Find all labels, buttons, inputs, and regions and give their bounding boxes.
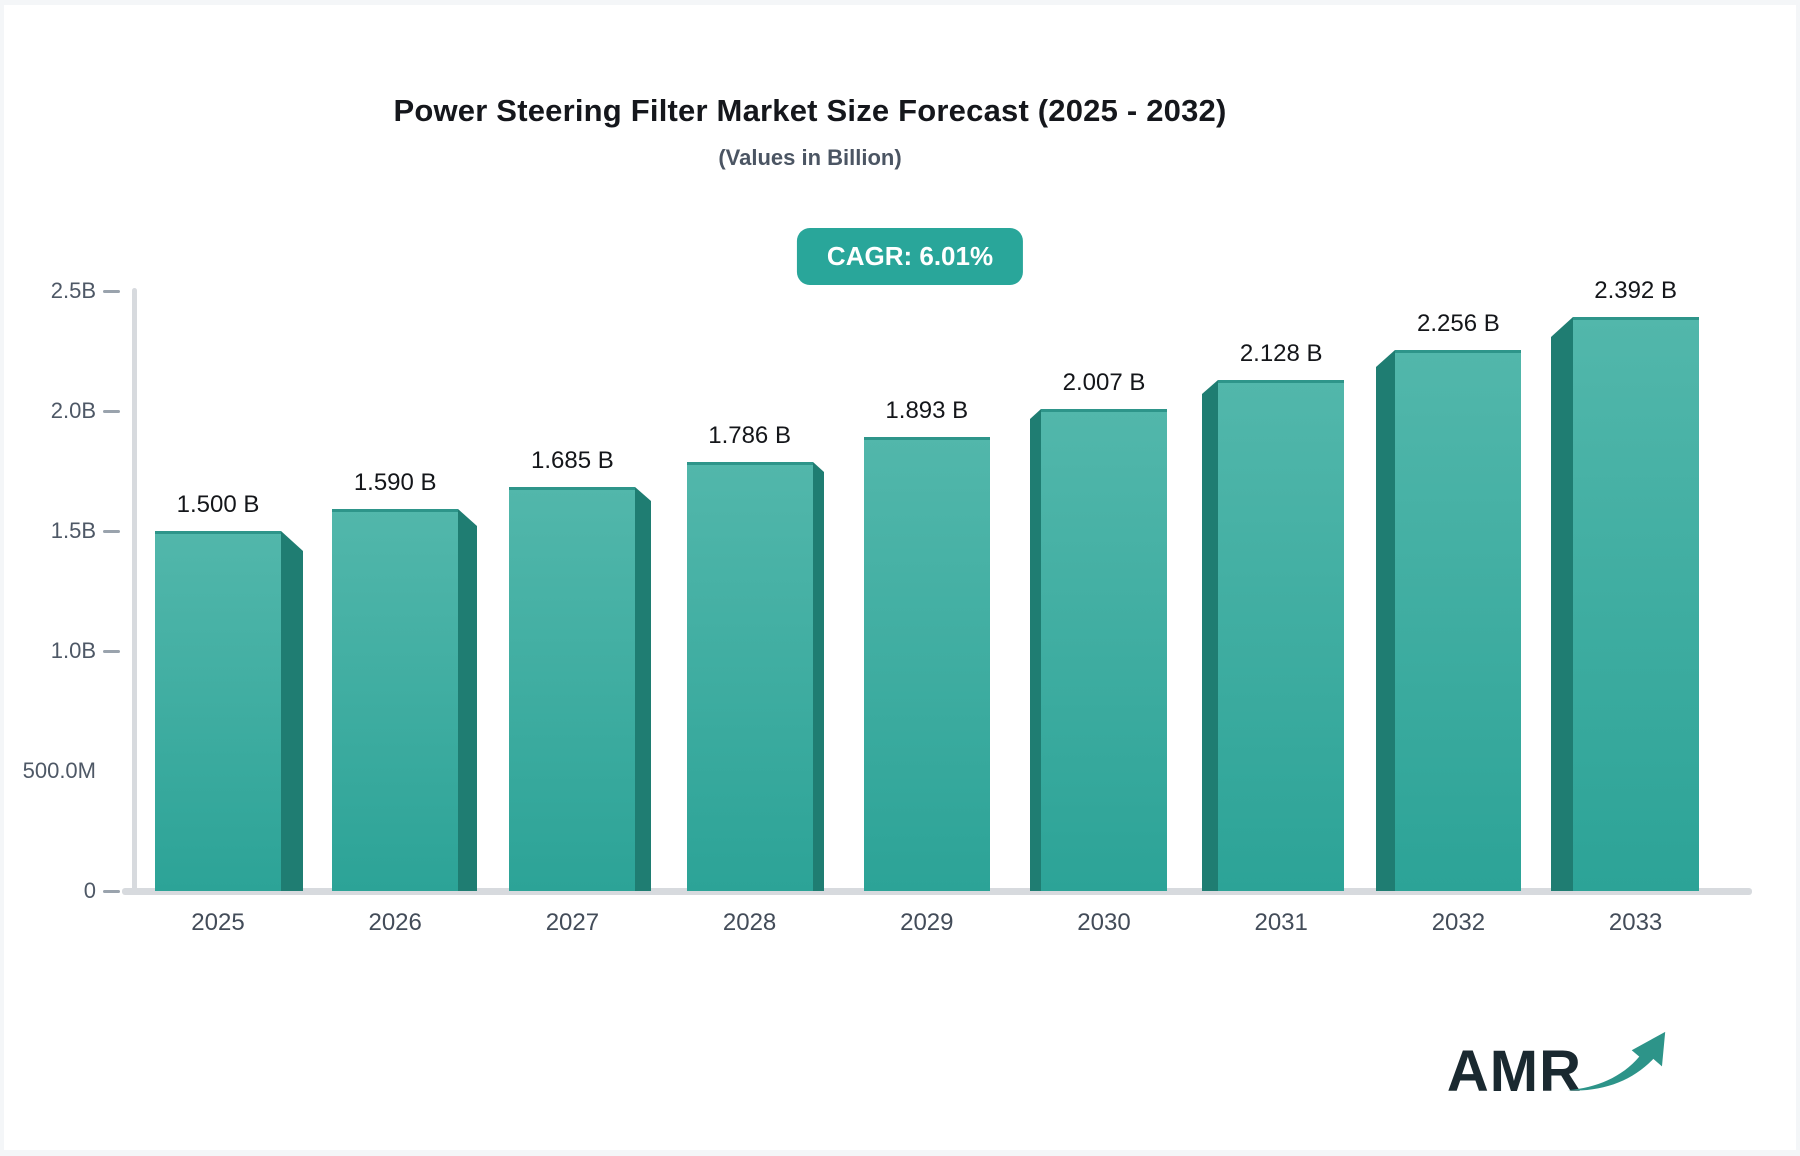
bar-top-edge [1395,350,1522,353]
y-axis-line [132,288,137,894]
bar-2029[interactable] [863,437,990,891]
bar-side-face [1550,317,1573,891]
y-tick-label: 1.5B [50,518,96,543]
x-tick-label-2027: 2027 [545,909,600,936]
y-tick-dash [103,409,120,413]
bar-front-face [863,437,990,891]
bar-2025[interactable] [155,531,303,891]
bar-front-face [509,487,636,891]
bar-2026[interactable] [332,509,478,891]
bar-front-face [332,509,459,891]
bar-front-face [686,462,813,891]
bar-top-edge [863,437,990,440]
bar-side-face [812,462,824,891]
y-tick-dash [103,889,120,893]
amr-logo-text: AMR [1446,1038,1582,1104]
bar-top-edge [155,531,281,534]
y-tick-label: 2.0B [50,398,96,423]
bar-top-edge [1041,409,1167,412]
bar-2031[interactable] [1202,380,1345,891]
x-tick-label-2025: 2025 [191,909,245,936]
bar-2032[interactable] [1376,350,1522,891]
x-tick-label-2029: 2029 [900,909,954,936]
bar-side-face [1030,409,1041,891]
bar-side-face [1376,350,1396,891]
bar-front-face [1395,350,1522,891]
y-tick-dash [103,289,120,293]
y-tick-label: 2.5B [50,278,96,303]
bar-side-face [281,531,303,891]
y-tick-label: 1.0B [50,638,96,663]
bar-front-face [155,531,281,891]
bar-chart-plot: 0 500.0M 1.0B 1.5B 2.0B 2.5B 2025 2026 2027 2028… [4,5,1796,1150]
title-block: Power Steering Filter Market Size Foreca… [4,93,1616,171]
bar-front-face [1218,380,1345,891]
bar-side-face [1202,380,1219,891]
bar-top-edge [686,462,813,465]
x-tick-label-2033: 2033 [1608,909,1663,936]
x-axis-line [122,888,1752,895]
bar-value-label: 2.392 B [1594,277,1677,304]
bar-2030[interactable] [1030,409,1167,891]
bar-top-edge [332,509,459,512]
y-tick-label: 500.0M [22,758,96,783]
chart-title: Power Steering Filter Market Size Foreca… [393,93,1227,128]
bar-value-label: 2.007 B [1062,369,1146,396]
growth-arrow-icon [1568,1031,1666,1091]
bar-2027[interactable] [509,487,652,891]
amr-logo: AMR [1446,1026,1676,1104]
chart-card: Power Steering Filter Market Size Foreca… [4,5,1796,1150]
x-tick-label-2030: 2030 [1077,909,1131,936]
bar-value-label: 2.256 B [1417,310,1500,337]
bar-top-edge [1218,380,1345,383]
bar-top-edge [1572,317,1699,320]
bar-value-label: 1.786 B [708,422,791,449]
bar-2028[interactable] [686,462,824,891]
y-tick-dash [103,529,120,533]
x-tick-label-2026: 2026 [368,909,422,936]
x-tick-label-2028: 2028 [722,909,777,936]
chart-subtitle: (Values in Billion) [718,145,902,170]
bar-side-face [458,509,478,891]
bar-value-label: 1.500 B [176,491,260,518]
bar-value-label: 2.128 B [1239,340,1323,367]
bar-value-label: 1.893 B [885,397,969,424]
bar-front-face [1041,409,1167,891]
bar-value-label: 1.685 B [531,447,614,474]
y-tick-dash [103,649,120,653]
x-tick-label-2031: 2031 [1254,909,1308,936]
x-tick-label-2032: 2032 [1431,909,1486,936]
bar-front-face [1572,317,1699,891]
bar-side-face [635,487,652,891]
bar-top-edge [509,487,636,490]
cagr-badge: CAGR: 6.01% [796,228,1024,285]
y-tick-label: 0 [83,878,96,903]
bar-2033[interactable] [1550,317,1699,891]
bar-value-label: 1.590 B [353,469,437,496]
